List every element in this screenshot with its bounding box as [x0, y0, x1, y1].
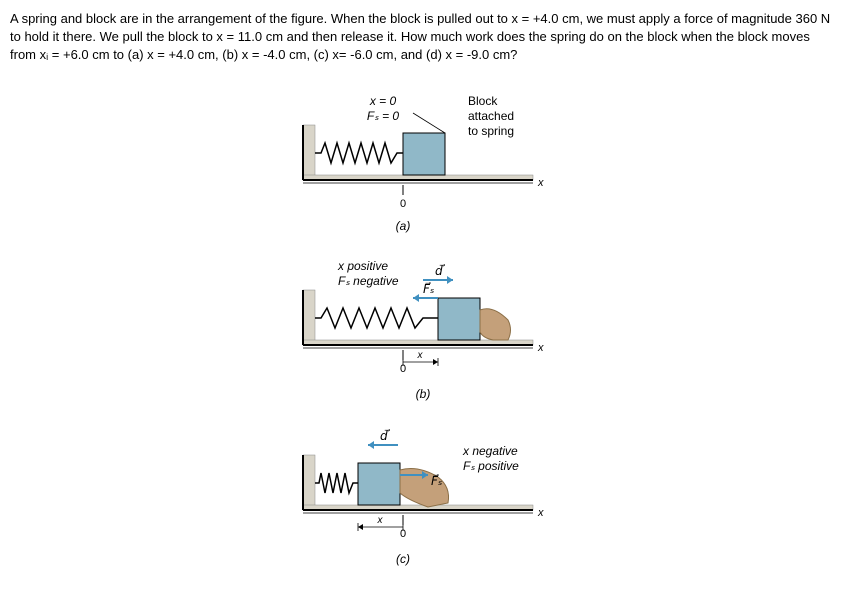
svg-text:Block: Block — [468, 94, 498, 108]
svg-text:F⃗ₛ: F⃗ₛ — [431, 473, 442, 487]
svg-text:x = 0: x = 0 — [369, 94, 397, 108]
svg-text:x: x — [377, 515, 384, 526]
figure-a: x = 0 Fₛ = 0 Block attached to spring x … — [283, 85, 563, 235]
svg-text:x: x — [537, 177, 544, 189]
figure-b: x positive Fₛ negative F⃗ₛ d⃗ x 0 x (b) — [283, 250, 563, 400]
svg-text:Fₛ negative: Fₛ negative — [338, 274, 399, 288]
svg-text:x: x — [537, 342, 544, 354]
problem-statement: A spring and block are in the arrangemen… — [10, 10, 836, 65]
svg-text:(c): (c) — [396, 552, 410, 566]
svg-text:Fₛ = 0: Fₛ = 0 — [367, 109, 399, 123]
figure-c: x negative Fₛ positive d⃗ F⃗ₛ x 0 x (c) — [283, 415, 563, 565]
svg-text:attached: attached — [468, 109, 514, 123]
svg-text:x positive: x positive — [337, 259, 388, 273]
svg-text:d⃗: d⃗ — [435, 263, 445, 277]
svg-text:(b): (b) — [416, 387, 431, 401]
figures-container: x = 0 Fₛ = 0 Block attached to spring x … — [10, 85, 836, 565]
svg-text:d⃗: d⃗ — [380, 428, 390, 442]
svg-text:(a): (a) — [396, 219, 411, 233]
svg-text:F⃗ₛ: F⃗ₛ — [423, 281, 434, 295]
svg-text:x negative: x negative — [462, 444, 518, 458]
svg-text:Fₛ positive: Fₛ positive — [463, 459, 519, 473]
svg-text:to spring: to spring — [468, 124, 514, 138]
svg-text:0: 0 — [400, 198, 406, 210]
svg-text:x: x — [417, 350, 424, 361]
svg-text:x: x — [537, 507, 544, 519]
